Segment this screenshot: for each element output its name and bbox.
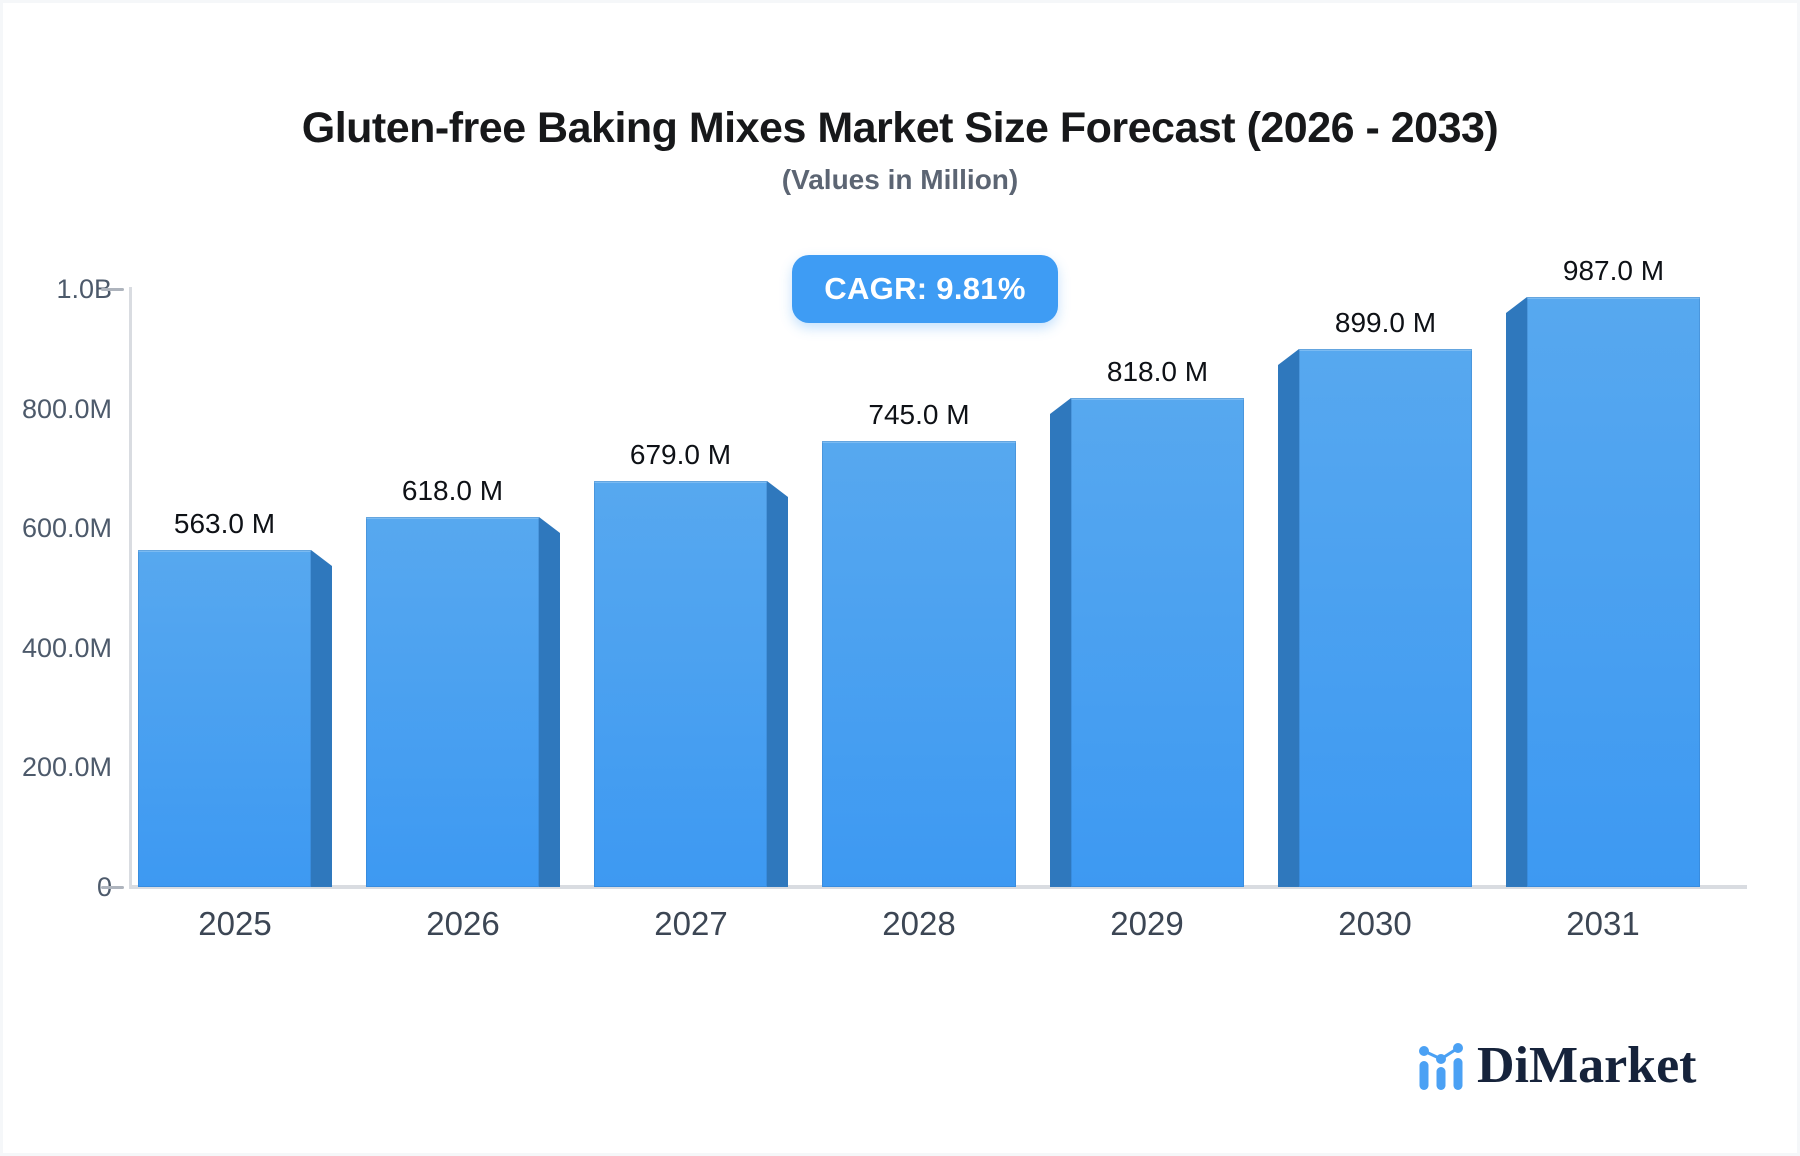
bar-value-label: 987.0 M [1562,255,1665,286]
bar-3d-side [1278,349,1299,887]
x-axis-category-label: 2026 [426,905,500,942]
bar-2031[interactable] [1527,297,1700,887]
bar-3d-side [767,481,788,887]
bar-value-label: 679.0 M [629,439,732,470]
bar-value-label: 899.0 M [1334,307,1437,338]
bar-value-label: 618.0 M [401,475,504,506]
bar-3d-side [539,517,560,887]
page-subtitle: (Values in Million) [781,164,1019,195]
bar-2029[interactable] [1071,398,1244,887]
bar-value-label: 818.0 M [1106,356,1209,387]
bar-2027[interactable] [594,481,767,887]
cagr-badge-label: CAGR: 9.81% [824,271,1026,306]
bar-line-chart-icon [1419,1042,1463,1090]
y-axis-tick-label: 200.0M [21,752,112,783]
page-title: Gluten-free Baking Mixes Market Size For… [301,104,1499,152]
bar-3d-side [1506,297,1527,887]
bar-2026[interactable] [366,517,539,887]
bar-2025[interactable] [138,550,311,887]
cagr-badge: CAGR: 9.81% [792,255,1058,323]
x-axis-category-label: 2029 [1110,905,1184,942]
logo-text: DiMarket [1477,1037,1697,1094]
x-axis-baseline [129,885,1747,889]
dimarket-logo: DiMarket [1418,1040,1696,1092]
bar-value-label: 563.0 M [173,508,276,539]
x-axis-category-label: 2025 [198,905,272,942]
bar-value-label: 745.0 M [868,399,970,430]
x-axis-category-label: 2030 [1338,905,1412,942]
y-axis-line [129,287,132,889]
x-axis-category-label: 2028 [882,905,956,942]
x-axis-category-label: 2031 [1566,905,1640,942]
y-axis-tick-label: 1.0B [56,274,112,304]
y-axis-tick-label: 600.0M [21,513,112,544]
bar-2028[interactable] [822,441,1016,887]
x-axis-category-label: 2027 [654,905,728,942]
bar-2030[interactable] [1299,349,1472,887]
y-axis-tick-label: 0 [0,871,112,903]
y-axis-tick-label: 400.0M [21,632,112,663]
y-axis-tick-mark [101,886,124,889]
bar-3d-side [1050,398,1071,887]
bar-3d-side [311,550,332,887]
y-axis-tick-label: 800.0M [21,393,112,424]
y-axis-tick-mark [101,288,124,291]
